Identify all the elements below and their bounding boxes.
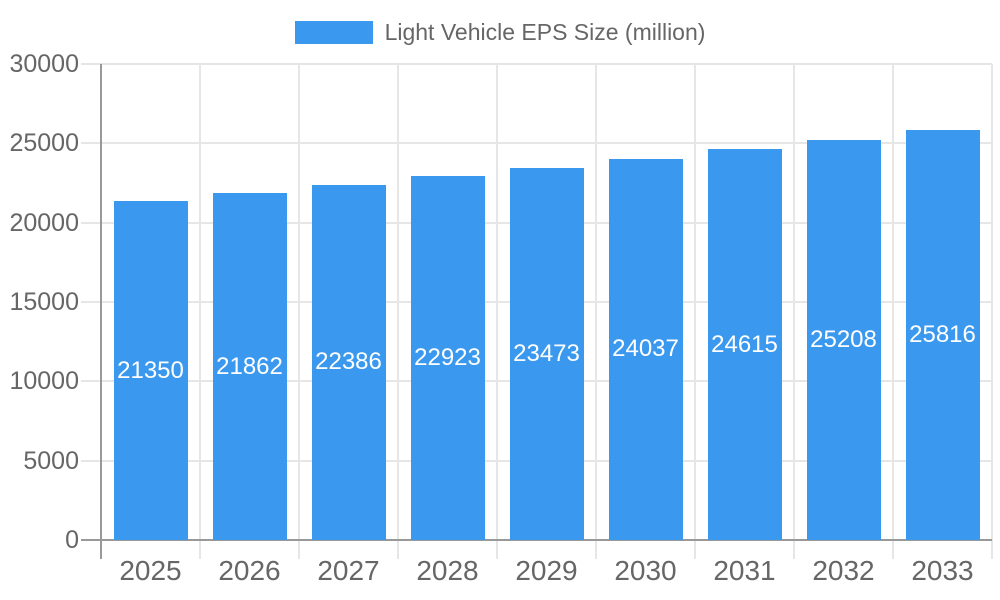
y-tick-label: 5000 xyxy=(23,446,79,475)
x-tick-label: 2031 xyxy=(713,555,776,586)
x-tick-label: 2029 xyxy=(515,555,578,586)
v-gridline xyxy=(694,64,696,559)
bar-value-label: 21862 xyxy=(216,352,283,380)
x-tick-label: 2025 xyxy=(119,555,182,586)
v-gridline xyxy=(892,64,894,559)
bar-value-label: 22923 xyxy=(414,344,481,372)
x-tick-label: 2033 xyxy=(911,555,974,586)
v-gridline xyxy=(298,64,300,559)
x-tick-label: 2027 xyxy=(317,555,380,586)
bar[interactable] xyxy=(212,193,287,540)
bar-value-label: 24615 xyxy=(711,330,778,358)
y-tick xyxy=(81,301,101,303)
x-tick-label: 2026 xyxy=(218,555,281,586)
y-tick xyxy=(81,142,101,145)
v-gridline xyxy=(793,64,795,559)
bar-value-label: 22386 xyxy=(315,348,382,376)
legend-swatch[interactable] xyxy=(294,21,373,44)
y-tick-label: 10000 xyxy=(9,367,79,396)
x-tick-label: 2030 xyxy=(614,555,677,586)
legend-label: Light Vehicle EPS Size (million) xyxy=(384,19,706,45)
y-axis-line xyxy=(100,64,102,559)
y-tick-label: 0 xyxy=(65,526,79,554)
y-tick-label: 25000 xyxy=(9,129,79,158)
bar-value-label: 24037 xyxy=(612,335,679,363)
v-gridline xyxy=(991,64,993,559)
bar[interactable] xyxy=(410,176,485,540)
bar[interactable] xyxy=(509,167,584,540)
bar-value-label: 25816 xyxy=(909,321,976,349)
y-tick xyxy=(81,380,101,383)
y-tick-label: 20000 xyxy=(9,208,79,237)
bar-value-label: 23473 xyxy=(513,339,580,367)
y-tick xyxy=(81,459,101,462)
v-gridline xyxy=(397,64,399,559)
bar[interactable] xyxy=(311,184,386,540)
legend[interactable]: Light Vehicle EPS Size (million) xyxy=(0,20,1000,45)
bar[interactable] xyxy=(707,149,782,540)
v-gridline xyxy=(595,64,597,559)
x-tick-label: 2032 xyxy=(812,555,875,586)
bar[interactable] xyxy=(608,158,683,540)
y-tick-label: 15000 xyxy=(9,288,79,316)
bar-value-label: 25208 xyxy=(810,326,877,354)
y-tick-label: 30000 xyxy=(9,50,79,78)
bar-value-label: 21350 xyxy=(117,356,184,384)
bar[interactable] xyxy=(905,130,980,540)
x-tick-label: 2028 xyxy=(416,555,479,586)
y-tick xyxy=(81,63,101,65)
y-tick xyxy=(81,221,101,224)
v-gridline xyxy=(199,64,201,559)
h-gridline xyxy=(101,63,992,65)
bar[interactable] xyxy=(113,201,188,540)
v-gridline xyxy=(496,64,498,559)
bar[interactable] xyxy=(806,140,881,540)
